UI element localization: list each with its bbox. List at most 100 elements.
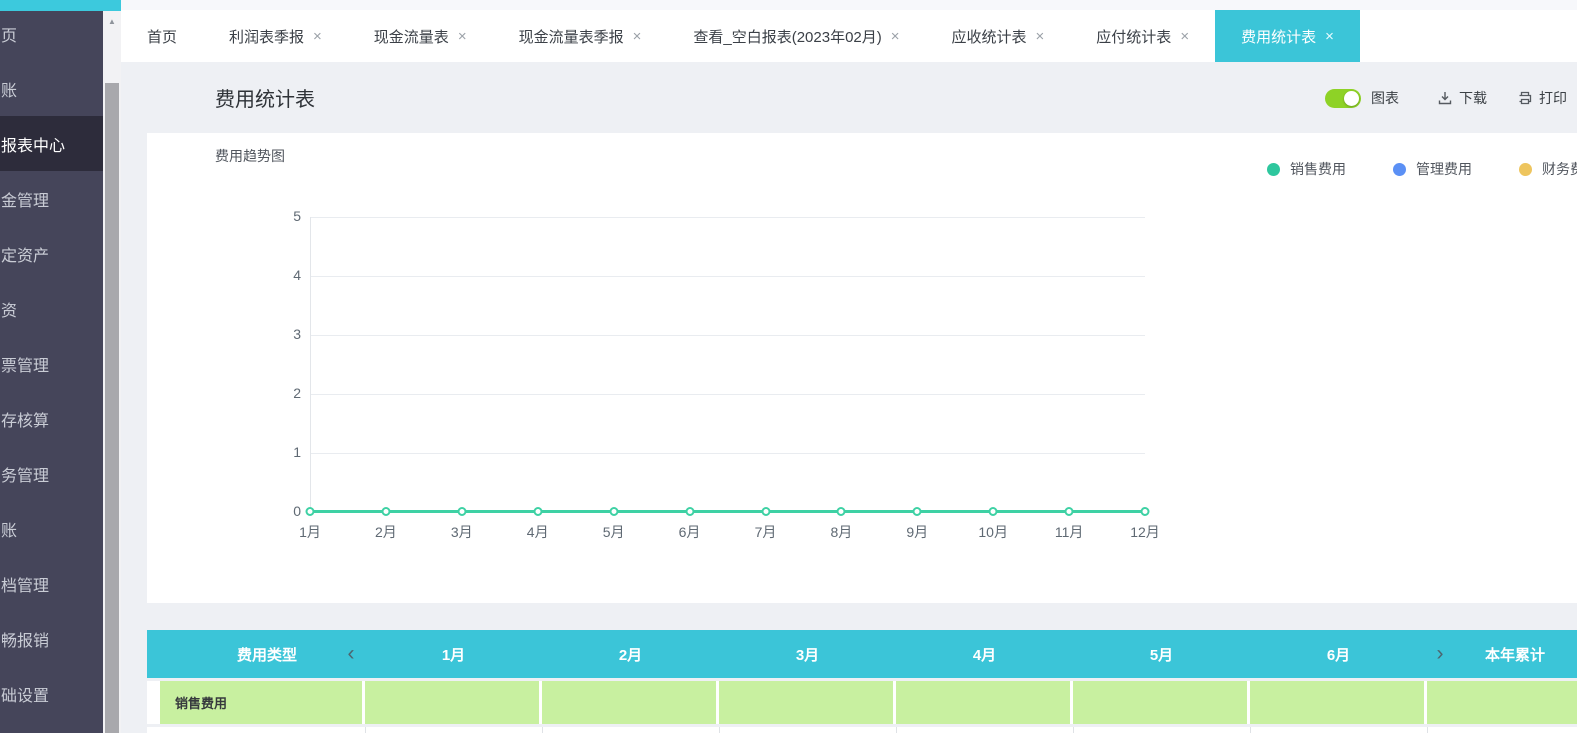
sidebar-item[interactable]: 档管理 bbox=[1, 577, 50, 595]
close-icon[interactable]: × bbox=[1325, 27, 1334, 45]
print-label: 打印 bbox=[1539, 90, 1567, 106]
sidebar-item[interactable]: 账 bbox=[1, 82, 18, 100]
cell-month-value bbox=[896, 681, 1073, 724]
data-point-marker bbox=[381, 507, 391, 516]
x-axis-label: 7月 bbox=[754, 524, 777, 540]
data-point-marker bbox=[305, 507, 315, 516]
column-header-month: 5月 bbox=[1149, 646, 1174, 664]
legend-item-sales-expense[interactable]: 销售费用 bbox=[1267, 159, 1346, 179]
sidebar-item[interactable]: 定资产 bbox=[1, 247, 50, 265]
sidebar-item[interactable]: 畅报销 bbox=[1, 632, 50, 650]
legend-label: 财务费用 bbox=[1542, 161, 1577, 177]
data-point-marker bbox=[685, 507, 694, 516]
legend-dot-icon bbox=[1267, 162, 1280, 176]
x-axis-label: 10月 bbox=[978, 524, 1008, 540]
gridline bbox=[310, 217, 1145, 218]
tab-cash-flow-quarterly[interactable]: 现金流量表季报 × bbox=[493, 10, 668, 62]
column-header-year-total: 本年累计 bbox=[1484, 646, 1545, 664]
y-axis-line bbox=[310, 217, 311, 512]
cell-month-value bbox=[1073, 681, 1250, 724]
tab-label: 首页 bbox=[147, 28, 178, 46]
download-button[interactable]: 下载 bbox=[1437, 88, 1487, 108]
column-header-month: 6月 bbox=[1326, 646, 1351, 664]
cell-month-value bbox=[365, 681, 542, 724]
tab-label: 应付统计表 bbox=[1096, 28, 1172, 46]
sidebar-item-report-center[interactable]: 报表中心 bbox=[0, 116, 103, 171]
sidebar-scrollbar[interactable]: ▲ bbox=[103, 11, 121, 733]
x-axis-label: 9月 bbox=[906, 524, 929, 540]
sidebar-top-accent-bar bbox=[0, 0, 121, 11]
y-axis-tick: 4 bbox=[293, 267, 301, 283]
tab-payable-stats[interactable]: 应付统计表 × bbox=[1070, 10, 1215, 62]
legend-label: 销售费用 bbox=[1290, 161, 1346, 177]
sidebar-item[interactable]: 存核算 bbox=[1, 412, 50, 430]
scrollbar-thumb[interactable] bbox=[105, 83, 119, 733]
table-next-row-partial bbox=[147, 727, 1577, 733]
close-icon[interactable]: × bbox=[457, 27, 467, 45]
tab-expense-stats[interactable]: 费用统计表 × bbox=[1215, 10, 1360, 62]
cell-expense-type: 销售费用 bbox=[147, 681, 365, 724]
download-icon bbox=[1438, 92, 1452, 105]
tab-profit-quarterly[interactable]: 利润表季报 × bbox=[203, 10, 348, 62]
y-axis-tick: 3 bbox=[293, 326, 301, 342]
print-button[interactable]: 打印 bbox=[1517, 88, 1567, 108]
expense-trend-card: 费用趋势图 销售费用 管理费用 财务费用 5 4 bbox=[147, 133, 1577, 603]
tab-home[interactable]: 首页 bbox=[121, 10, 203, 62]
scroll-up-arrow-icon[interactable]: ▲ bbox=[108, 17, 116, 26]
sidebar-item[interactable]: 页 bbox=[1, 27, 18, 45]
chart-toggle[interactable] bbox=[1325, 88, 1361, 108]
close-icon[interactable]: × bbox=[1180, 27, 1190, 45]
data-point-marker bbox=[533, 507, 543, 516]
sidebar-item[interactable]: 金管理 bbox=[1, 192, 50, 210]
x-axis-label: 4月 bbox=[526, 524, 549, 540]
tab-view-blank-report[interactable]: 查看_空白报表(2023年02月) × bbox=[667, 10, 925, 62]
cell-month-value bbox=[1250, 681, 1427, 724]
line-chart-plot-area: 5 4 3 2 1 0 1月 2月 3月 4月 5月 6月 7月 bbox=[293, 208, 1160, 540]
chevron-right-icon[interactable]: › bbox=[1436, 642, 1444, 665]
chart-toggle-label: 图表 bbox=[1371, 90, 1399, 106]
data-point-marker bbox=[457, 507, 467, 516]
cell-year-total bbox=[1427, 681, 1577, 724]
sidebar-item[interactable]: 础设置 bbox=[1, 687, 50, 705]
sidebar-item[interactable]: 务管理 bbox=[1, 467, 50, 485]
table-row-sales-expense[interactable]: 销售费用 bbox=[147, 681, 1577, 724]
x-axis-label: 8月 bbox=[830, 524, 853, 540]
tab-label: 费用统计表 bbox=[1241, 28, 1317, 46]
cell-border bbox=[896, 727, 897, 733]
tab-label: 现金流量表季报 bbox=[518, 28, 624, 46]
cell-border bbox=[1073, 727, 1074, 733]
y-axis-tick: 1 bbox=[293, 444, 301, 460]
data-point-marker bbox=[761, 507, 770, 516]
chevron-left-icon[interactable]: ‹ bbox=[347, 642, 355, 665]
gridline bbox=[310, 394, 1145, 395]
sidebar-item[interactable]: 票管理 bbox=[1, 357, 50, 375]
tab-bar: 首页 利润表季报 × 现金流量表 × 现金流量表季报 × 查看_空白报表(202… bbox=[121, 10, 1577, 62]
column-header-month: 2月 bbox=[618, 646, 643, 664]
top-strip bbox=[121, 0, 1577, 10]
data-point-marker bbox=[1064, 507, 1074, 516]
y-axis-tick: 2 bbox=[293, 385, 301, 401]
sidebar-item[interactable]: 资 bbox=[1, 302, 18, 320]
tab-label: 现金流量表 bbox=[373, 28, 449, 46]
legend-item-admin-expense[interactable]: 管理费用 bbox=[1393, 159, 1472, 179]
legend-item-finance-expense[interactable]: 财务费用 bbox=[1519, 159, 1577, 179]
data-point-marker bbox=[836, 507, 846, 516]
cell-month-value bbox=[542, 681, 719, 724]
legend-label: 管理费用 bbox=[1416, 161, 1472, 177]
column-header-expense-type: 费用类型 bbox=[236, 646, 297, 664]
x-axis-label: 3月 bbox=[450, 524, 473, 540]
toggle-knob bbox=[1344, 90, 1359, 106]
close-icon[interactable]: × bbox=[890, 27, 900, 45]
tab-cash-flow[interactable]: 现金流量表 × bbox=[348, 10, 493, 62]
close-icon[interactable]: × bbox=[632, 27, 642, 45]
close-icon[interactable]: × bbox=[313, 27, 322, 45]
close-icon[interactable]: × bbox=[1035, 27, 1045, 45]
tab-receivable-stats[interactable]: 应收统计表 × bbox=[926, 10, 1071, 62]
cell-border bbox=[542, 727, 543, 733]
x-axis-label: 12月 bbox=[1130, 524, 1160, 540]
legend-dot-icon bbox=[1393, 162, 1406, 176]
sidebar-item[interactable]: 账 bbox=[1, 522, 18, 540]
data-point-marker bbox=[988, 507, 998, 516]
cell-border bbox=[365, 727, 366, 733]
